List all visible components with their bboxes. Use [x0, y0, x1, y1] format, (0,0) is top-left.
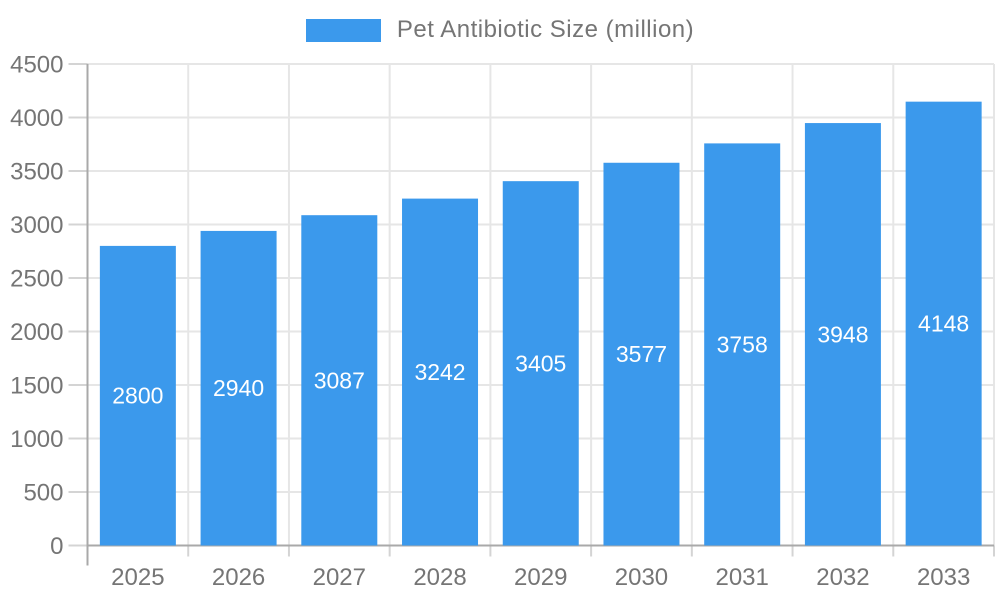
bar: [905, 101, 982, 546]
y-axis-label: 2000: [10, 319, 63, 346]
y-axis-label: 3500: [10, 159, 63, 186]
x-axis-label: 2031: [715, 564, 768, 591]
x-axis-label: 2033: [917, 564, 970, 591]
bar-value-label: 2800: [112, 383, 163, 409]
bar-value-label: 3242: [414, 359, 465, 385]
bar-value-label: 3577: [616, 341, 667, 367]
bar-value-label: 3758: [717, 331, 768, 357]
x-axis-label: 2029: [514, 564, 567, 591]
bar: [502, 181, 579, 546]
legend-swatch-icon: [305, 18, 381, 42]
bar: [200, 230, 277, 546]
y-axis-label: 1500: [10, 373, 63, 400]
bar-value-label: 3405: [515, 350, 566, 376]
y-axis-label: 3000: [10, 212, 63, 239]
bar: [301, 215, 378, 546]
y-axis-label: 0: [50, 533, 63, 560]
bar: [804, 123, 881, 546]
x-axis-label: 2028: [413, 564, 466, 591]
legend-label: Pet Antibiotic Size (million): [396, 16, 695, 43]
x-axis-label: 2032: [816, 564, 869, 591]
bar-value-label: 4148: [918, 311, 969, 337]
y-axis-label: 500: [23, 480, 63, 507]
x-axis-label: 2025: [111, 564, 164, 591]
x-axis-label: 2026: [212, 564, 265, 591]
bar-value-label: 2940: [213, 375, 264, 401]
chart-legend: Pet Antibiotic Size (million): [0, 16, 1000, 44]
bar: [704, 143, 781, 546]
x-axis-label: 2030: [615, 564, 668, 591]
bar: [603, 162, 680, 546]
bar-value-label: 3087: [314, 367, 365, 393]
x-axis-label: 2027: [313, 564, 366, 591]
bar-value-label: 3948: [817, 321, 868, 347]
bar: [402, 198, 479, 546]
y-axis-label: 1000: [10, 426, 63, 453]
bar: [99, 245, 176, 546]
y-axis-label: 4000: [10, 105, 63, 132]
y-axis-label: 2500: [10, 266, 63, 293]
y-axis-label: 4500: [10, 52, 63, 79]
